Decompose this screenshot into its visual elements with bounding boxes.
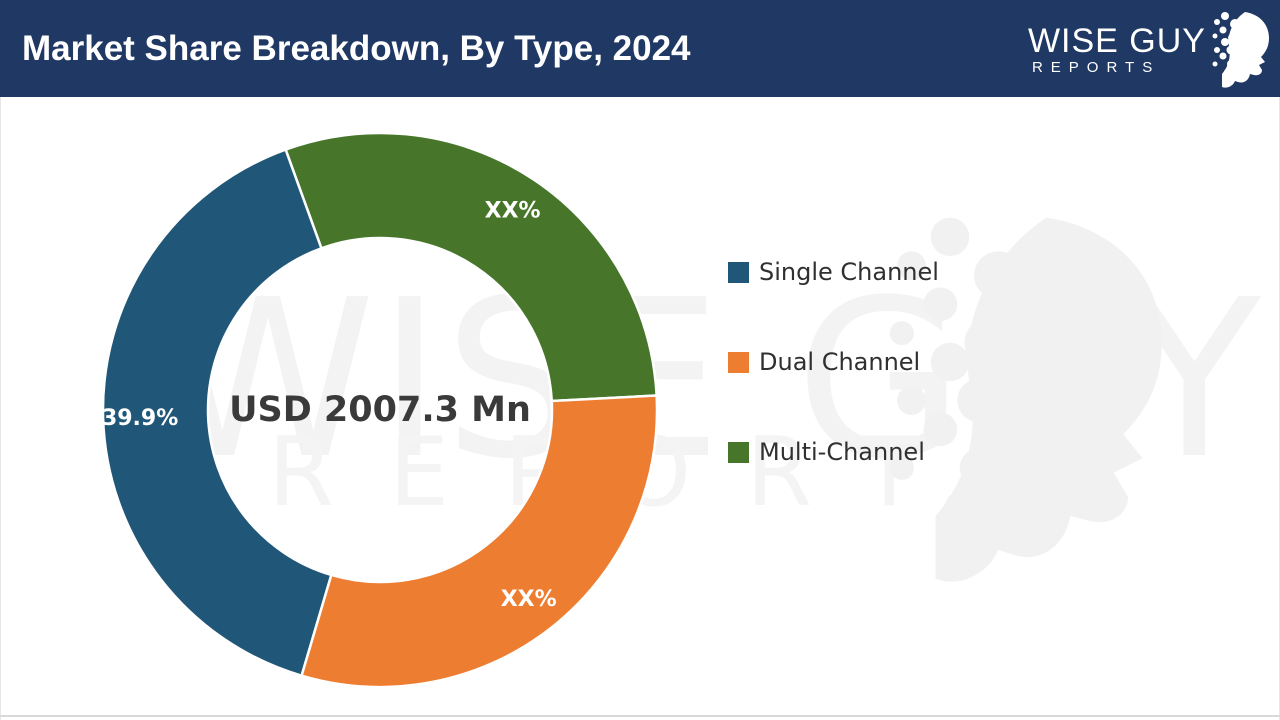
legend-label: Multi-Channel (759, 438, 925, 466)
logo-subtitle: REPORTS (1031, 59, 1161, 76)
legend-swatch-dual-channel (728, 351, 749, 373)
slice-multi-channel (284, 131, 658, 403)
legend-label: Single Channel (759, 258, 939, 286)
page-title: Market Share Breakdown, By Type, 2024 (22, 29, 691, 68)
legend-item-dual-channel: Dual Channel (728, 348, 939, 376)
legend-swatch-multi-channel (728, 441, 749, 463)
chart-center-value: USD 2007.3 Mn (229, 390, 531, 430)
legend-item-multi-channel: Multi-Channel (728, 438, 939, 466)
logo-text: WISE GUY REPORTS (1028, 23, 1206, 77)
slice-single-channel (101, 148, 333, 677)
footer-divider (0, 715, 1280, 717)
slice-percent-label-single-channel: 39.9% (102, 406, 178, 431)
legend-label: Dual Channel (759, 348, 921, 376)
legend-swatch-single-channel (728, 261, 749, 283)
logo-wordmark: WISE GUY (1027, 22, 1206, 60)
legend-item-single-channel: Single Channel (728, 258, 939, 286)
header-bar: Market Share Breakdown, By Type, 2024 WI… (0, 0, 1280, 97)
slice-percent-label-dual-channel: XX% (501, 587, 557, 612)
slice-dual-channel (300, 394, 659, 689)
chart-legend: Single Channel Dual Channel Multi-Channe… (728, 258, 939, 530)
logo-face-icon (1212, 12, 1269, 88)
slice-percent-label-multi-channel: XX% (485, 199, 541, 224)
wiseguy-logo: WISE GUY REPORTS (1028, 8, 1272, 92)
